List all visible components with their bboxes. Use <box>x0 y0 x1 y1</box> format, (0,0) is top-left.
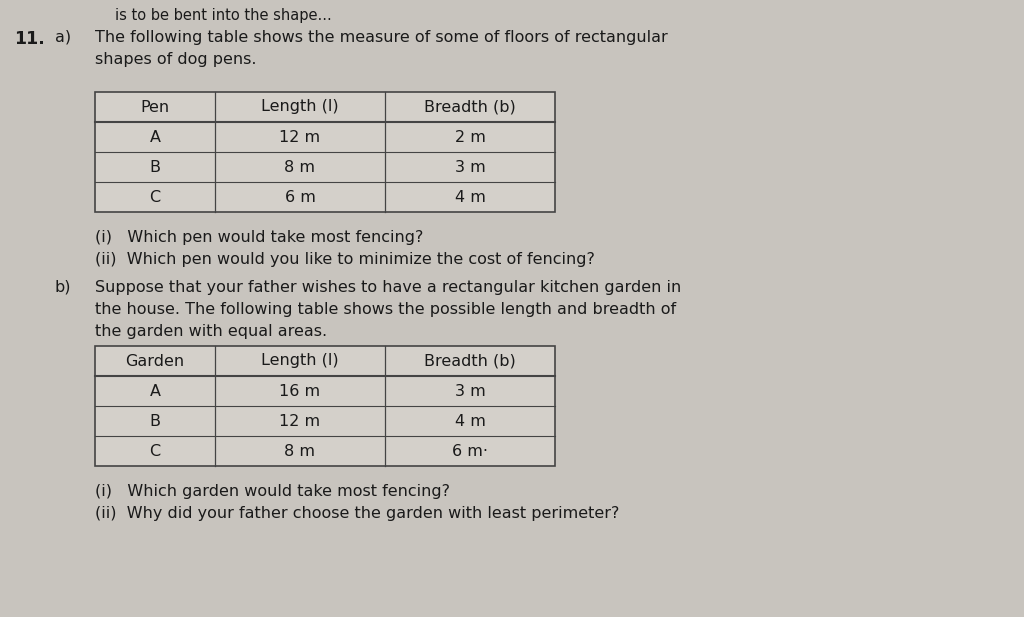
Bar <box>95 92 555 212</box>
Text: C: C <box>150 444 161 458</box>
Text: (ii)  Which pen would you like to minimize the cost of fencing?: (ii) Which pen would you like to minimiz… <box>95 252 595 267</box>
Text: 2 m: 2 m <box>455 130 485 144</box>
Text: b): b) <box>55 280 72 295</box>
Text: 11.: 11. <box>14 30 45 48</box>
Text: Breadth (b): Breadth (b) <box>424 354 516 368</box>
Text: 8 m: 8 m <box>285 160 315 175</box>
Text: 6 m: 6 m <box>285 189 315 204</box>
Text: a): a) <box>55 30 71 45</box>
Text: Garden: Garden <box>125 354 184 368</box>
Text: Pen: Pen <box>140 99 170 115</box>
Text: Length (l): Length (l) <box>261 354 339 368</box>
Text: 3 m: 3 m <box>455 160 485 175</box>
Text: shapes of dog pens.: shapes of dog pens. <box>95 52 256 67</box>
Text: 6 m·: 6 m· <box>452 444 488 458</box>
Text: (i)   Which pen would take most fencing?: (i) Which pen would take most fencing? <box>95 230 423 245</box>
Text: C: C <box>150 189 161 204</box>
Text: 4 m: 4 m <box>455 413 485 428</box>
Text: (i)   Which garden would take most fencing?: (i) Which garden would take most fencing… <box>95 484 450 499</box>
Bar <box>95 346 555 466</box>
Text: 16 m: 16 m <box>280 384 321 399</box>
Text: A: A <box>150 384 161 399</box>
Text: Breadth (b): Breadth (b) <box>424 99 516 115</box>
Text: A: A <box>150 130 161 144</box>
Text: 12 m: 12 m <box>280 130 321 144</box>
Text: B: B <box>150 160 161 175</box>
Text: 12 m: 12 m <box>280 413 321 428</box>
Text: (ii)  Why did your father choose the garden with least perimeter?: (ii) Why did your father choose the gard… <box>95 506 620 521</box>
Text: the house. The following table shows the possible length and breadth of: the house. The following table shows the… <box>95 302 676 317</box>
Text: B: B <box>150 413 161 428</box>
Text: Length (l): Length (l) <box>261 99 339 115</box>
Text: 3 m: 3 m <box>455 384 485 399</box>
Text: Suppose that your father wishes to have a rectangular kitchen garden in: Suppose that your father wishes to have … <box>95 280 681 295</box>
Bar <box>95 346 555 466</box>
Text: the garden with equal areas.: the garden with equal areas. <box>95 324 327 339</box>
Text: 8 m: 8 m <box>285 444 315 458</box>
Text: 4 m: 4 m <box>455 189 485 204</box>
Text: The following table shows the measure of some of floors of rectangular: The following table shows the measure of… <box>95 30 668 45</box>
Text: is to be bent into the shape...: is to be bent into the shape... <box>115 8 332 23</box>
Bar <box>95 92 555 212</box>
